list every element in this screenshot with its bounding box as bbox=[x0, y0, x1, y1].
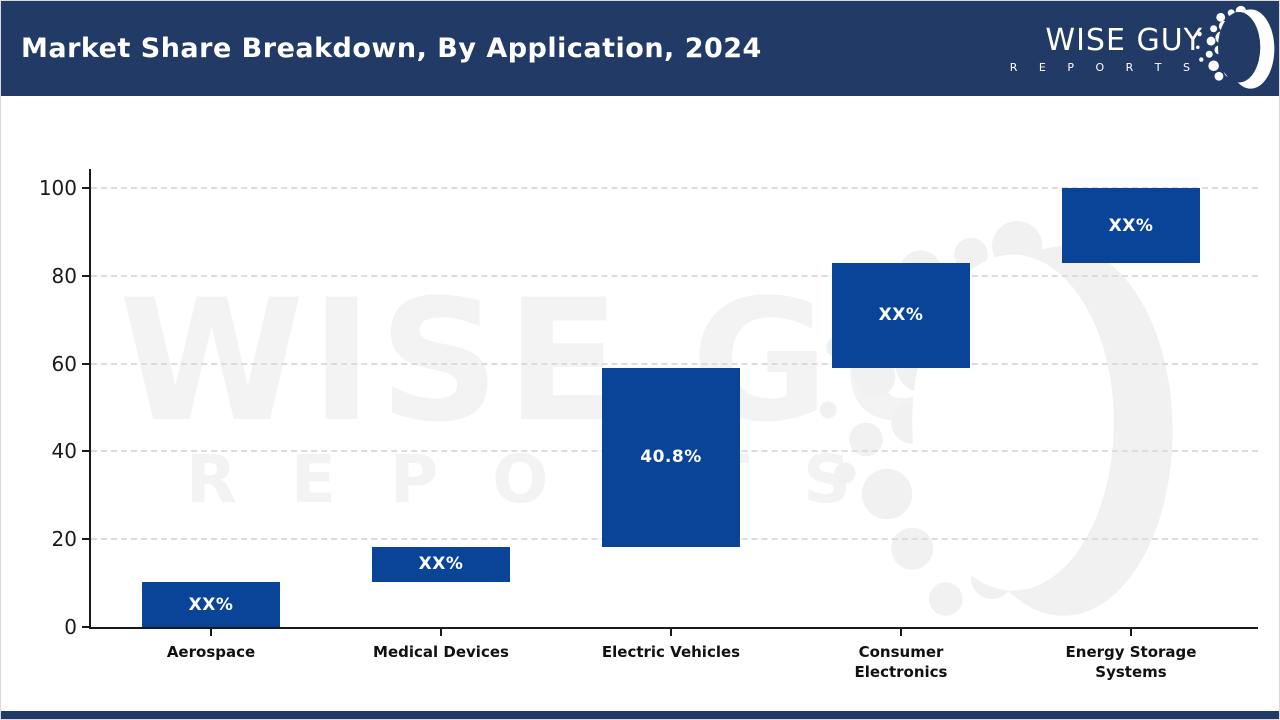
y-axis-tick-label: 80 bbox=[51, 263, 77, 288]
logo-face-icon bbox=[1196, 5, 1275, 89]
bar-value-label: XX% bbox=[418, 554, 464, 575]
y-axis-tick-label: 40 bbox=[51, 439, 77, 464]
y-axis-tick-label: 20 bbox=[51, 527, 77, 552]
brand-logo: WISE GUY R E P O R T S bbox=[1010, 1, 1275, 96]
x-axis-category-label: Medical Devices bbox=[373, 643, 509, 661]
bar-value-label: XX% bbox=[188, 594, 234, 615]
y-axis-line bbox=[89, 169, 91, 629]
x-axis-tick bbox=[440, 629, 442, 636]
page-title: Market Share Breakdown, By Application, … bbox=[21, 33, 762, 64]
watermark-text-reports: REPORTS bbox=[186, 441, 905, 518]
x-axis-line bbox=[89, 627, 1258, 629]
y-axis-tick bbox=[82, 187, 90, 189]
header-bar: Market Share Breakdown, By Application, … bbox=[1, 1, 1279, 96]
bar-value-label: XX% bbox=[878, 305, 924, 326]
y-axis-tick-label: 60 bbox=[51, 351, 77, 376]
gridline bbox=[91, 274, 1258, 277]
gridline bbox=[91, 362, 1258, 365]
gridline bbox=[91, 187, 1258, 189]
bar-segment: XX% bbox=[832, 263, 970, 368]
y-axis-tick bbox=[82, 362, 90, 365]
x-axis-category-label: Electric Vehicles bbox=[601, 643, 741, 661]
bar-segment: XX% bbox=[372, 546, 510, 583]
x-axis-category-label: Aerospace bbox=[166, 643, 256, 661]
x-axis-tick bbox=[670, 629, 672, 636]
x-axis-tick bbox=[1130, 629, 1132, 636]
y-axis-tick-label: 0 bbox=[64, 615, 77, 639]
x-axis-tick bbox=[210, 629, 212, 636]
bar-segment: XX% bbox=[1062, 188, 1200, 264]
bar-value-label: 40.8% bbox=[640, 447, 702, 468]
logo-wordmark: WISE GUY bbox=[1045, 23, 1203, 58]
footer-bar bbox=[1, 711, 1279, 719]
x-axis-tick bbox=[900, 629, 902, 636]
logo-subtext: R E P O R T S bbox=[1009, 61, 1199, 74]
bar-segment: XX% bbox=[142, 582, 280, 627]
x-axis-category-label: Consumer Electronics bbox=[854, 643, 948, 681]
bar-segment: 40.8% bbox=[602, 367, 740, 547]
y-axis-tick bbox=[82, 274, 90, 277]
bar-value-label: XX% bbox=[1108, 215, 1154, 236]
y-axis-tick bbox=[82, 538, 90, 541]
y-axis-tick bbox=[82, 450, 90, 453]
y-axis-tick-label: 100 bbox=[38, 176, 77, 200]
y-axis-tick bbox=[82, 626, 90, 628]
x-axis-category-label: Energy Storage Systems bbox=[1065, 643, 1197, 681]
